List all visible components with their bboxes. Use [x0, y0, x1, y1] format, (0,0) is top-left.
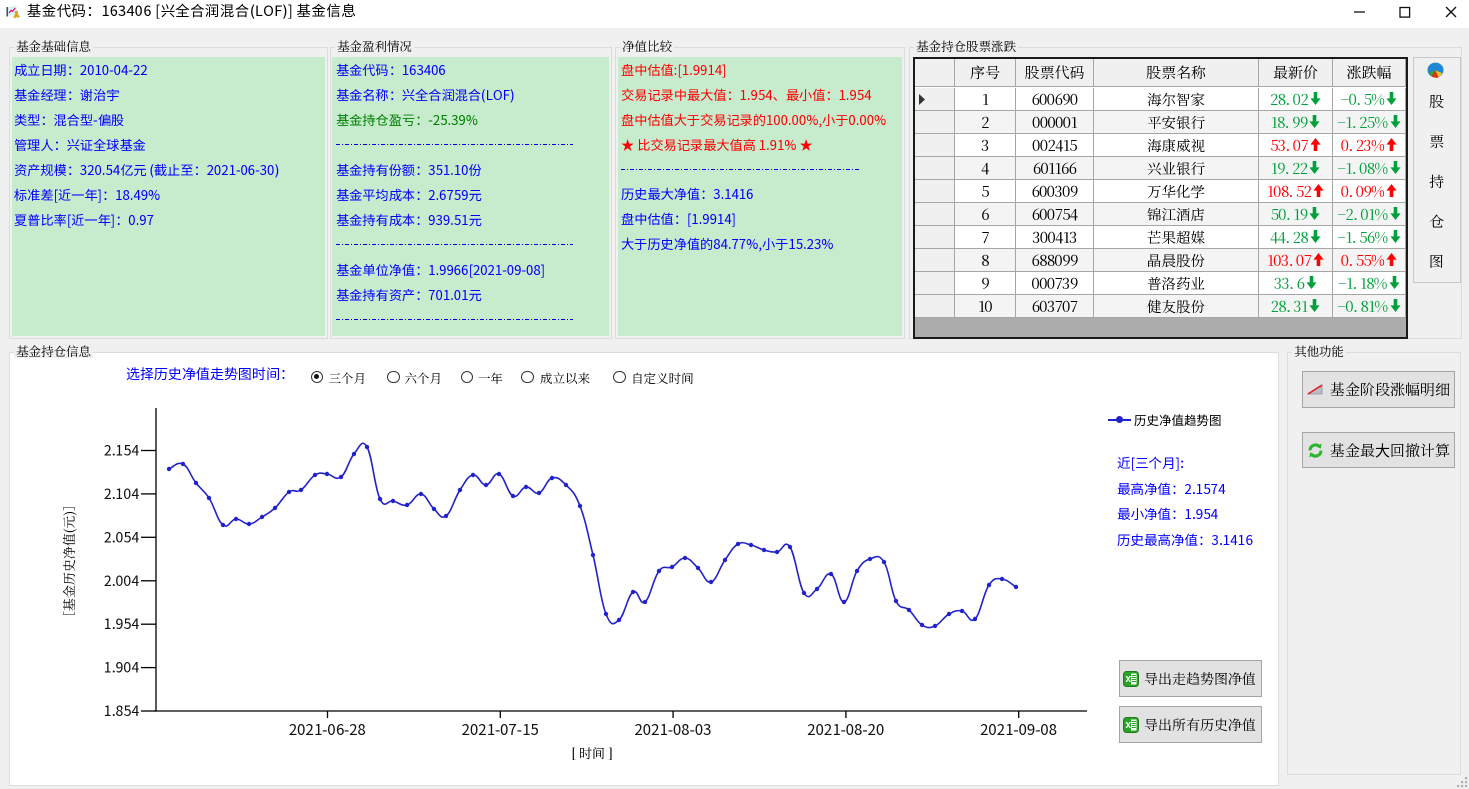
svg-text:1.854: 1.854 [104, 701, 139, 721]
svg-text:2021-06-28: 2021-06-28 [289, 719, 367, 740]
svg-text:2021-08-03: 2021-08-03 [635, 719, 712, 740]
svg-text:2.104: 2.104 [104, 484, 139, 504]
svg-text:2021-07-15: 2021-07-15 [462, 719, 539, 740]
svg-text:2.154: 2.154 [104, 441, 139, 461]
svg-text:1.904: 1.904 [104, 658, 139, 678]
svg-text:2.054: 2.054 [104, 527, 139, 547]
svg-text:1.954: 1.954 [104, 614, 139, 634]
svg-text:2021-08-20: 2021-08-20 [807, 719, 884, 740]
svg-text:2021-09-08: 2021-09-08 [980, 719, 1058, 740]
svg-text:2.004: 2.004 [104, 571, 139, 591]
